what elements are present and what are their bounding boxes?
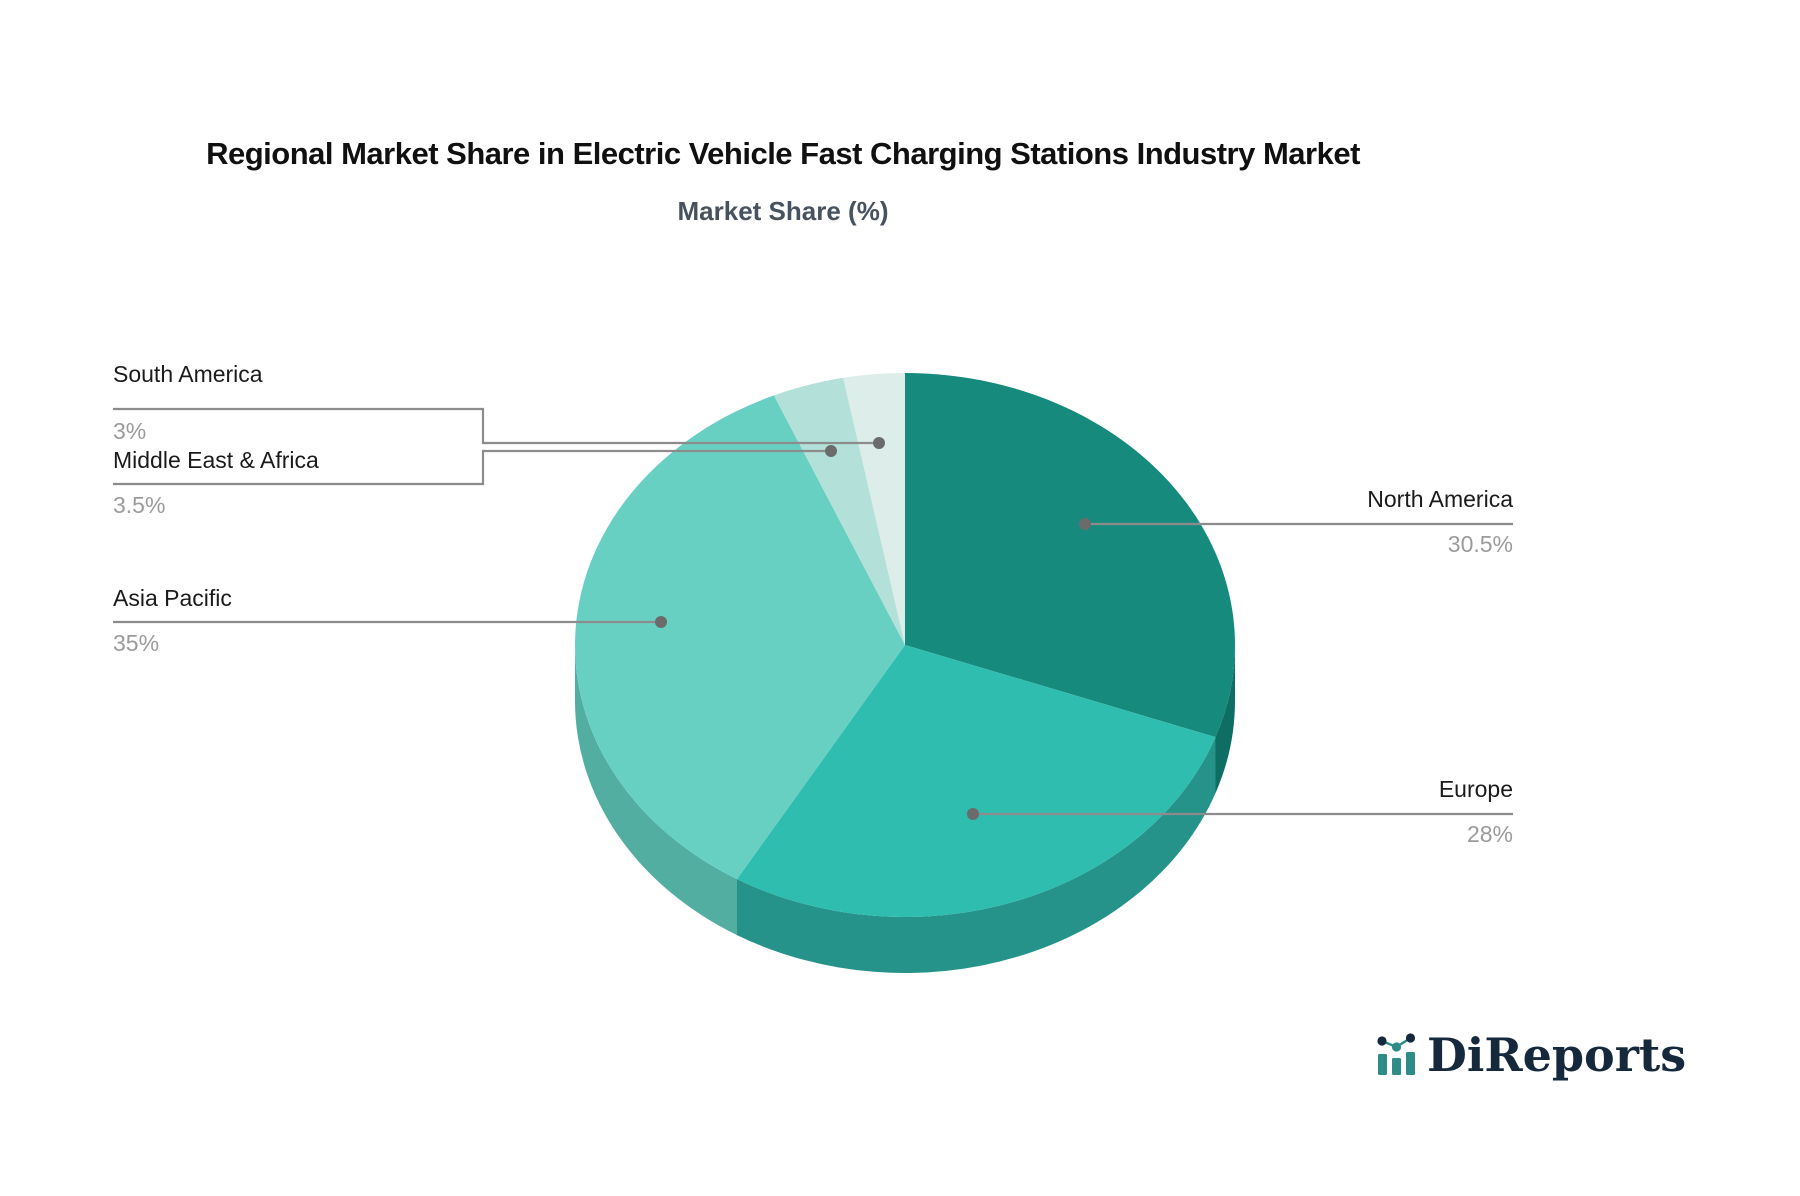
pie-slice-side-asia-pacific (575, 645, 737, 936)
pie-slice-north-america (905, 373, 1235, 738)
direports-logo-text: DiReports (1427, 1028, 1687, 1082)
value-north-america: 30.5% (1447, 531, 1513, 557)
page-subtitle: Market Share (%) (677, 196, 889, 226)
label-south-america: South America (113, 361, 263, 387)
label-europe: Europe (1438, 776, 1513, 802)
logo-bar-1 (1378, 1053, 1387, 1075)
dot-middle-east-africa (825, 445, 837, 457)
logo-dot-2 (1391, 1041, 1402, 1052)
logo: DiReports (1376, 1030, 1686, 1081)
pie-slice-middle-east-africa (773, 377, 905, 645)
dot-south-america (873, 437, 885, 449)
label-north-america: North America (1367, 486, 1513, 512)
pie-slice-side-north-america (1215, 645, 1235, 794)
logo-dot-1 (1377, 1035, 1387, 1046)
direports-logo-icon (1377, 1032, 1416, 1075)
connector-middle-east-africa (113, 449, 831, 486)
page-title: Regional Market Share in Electric Vehicl… (206, 136, 1360, 171)
pie-slice-south-america (843, 373, 905, 645)
pie (575, 373, 1235, 973)
dot-europe (967, 808, 979, 820)
pie-slice-side-europe (737, 737, 1216, 973)
value-middle-east-africa: 3.5% (113, 492, 166, 518)
logo-bar-3 (1406, 1051, 1415, 1075)
pie-slice-asia-pacific (575, 395, 905, 880)
label-asia-pacific: Asia Pacific (113, 585, 232, 611)
dot-asia-pacific (655, 616, 667, 628)
logo-bar-2 (1392, 1057, 1401, 1075)
callout-dots (655, 437, 1091, 820)
dot-north-america (1079, 518, 1091, 530)
pie-slice-europe (737, 645, 1216, 917)
logo-dot-3 (1405, 1032, 1416, 1043)
value-south-america: 3% (113, 418, 147, 444)
callout-connectors (113, 407, 1513, 816)
connector-south-america (113, 407, 879, 445)
label-middle-east-africa: Middle East & Africa (113, 447, 319, 473)
value-europe: 28% (1466, 821, 1513, 847)
value-asia-pacific: 35% (113, 630, 160, 656)
